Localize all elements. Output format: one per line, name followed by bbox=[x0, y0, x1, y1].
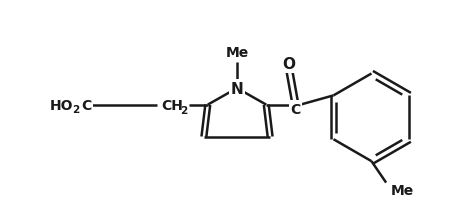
Text: C: C bbox=[81, 98, 91, 112]
Text: N: N bbox=[231, 81, 243, 96]
Text: C: C bbox=[290, 102, 301, 116]
Text: HO: HO bbox=[50, 98, 73, 112]
Text: 2: 2 bbox=[180, 105, 187, 115]
Text: 2: 2 bbox=[72, 104, 79, 114]
Text: Me: Me bbox=[226, 46, 248, 60]
Text: Me: Me bbox=[391, 183, 414, 197]
Text: O: O bbox=[282, 57, 295, 72]
Text: CH: CH bbox=[161, 98, 183, 112]
